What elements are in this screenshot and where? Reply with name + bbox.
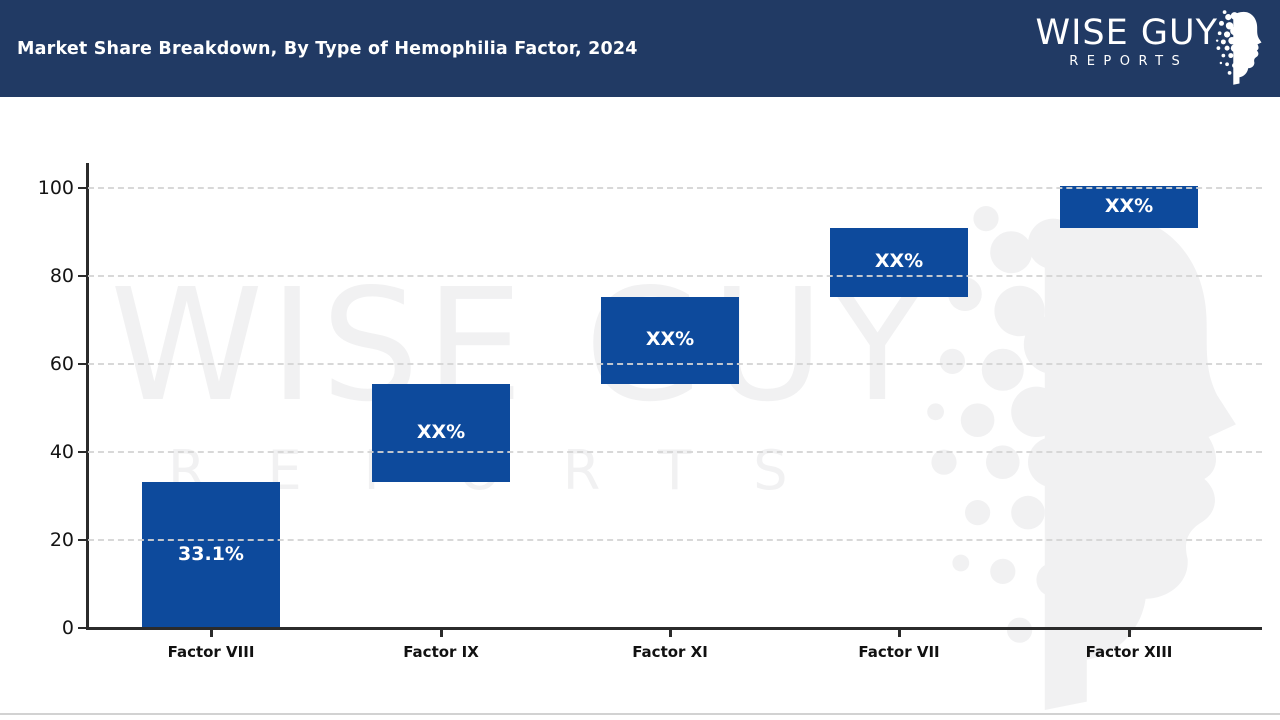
y-tick-mark bbox=[78, 362, 86, 365]
y-tick-mark bbox=[78, 186, 86, 189]
x-tick-label: Factor XI bbox=[632, 642, 708, 661]
gridline bbox=[88, 362, 1262, 365]
x-tick-mark bbox=[440, 629, 443, 637]
bar-value-label: XX% bbox=[874, 250, 924, 273]
header-bar: Market Share Breakdown, By Type of Hemop… bbox=[0, 0, 1280, 97]
gridline bbox=[88, 450, 1262, 453]
gridline bbox=[88, 538, 1262, 541]
gridline bbox=[88, 274, 1262, 277]
y-tick-mark bbox=[78, 274, 86, 277]
dotted-profile-head-icon bbox=[927, 206, 1236, 711]
y-tick-label: 100 bbox=[37, 176, 74, 199]
x-axis bbox=[86, 627, 1262, 630]
page-title: Market Share Breakdown, By Type of Hemop… bbox=[17, 38, 638, 59]
x-tick-label: Factor XIII bbox=[1085, 642, 1173, 661]
y-tick-mark bbox=[78, 538, 86, 541]
y-tick-label: 60 bbox=[49, 352, 74, 375]
bar-value-label: XX% bbox=[645, 328, 695, 351]
bar-value-label: XX% bbox=[1104, 194, 1154, 217]
plot-area: 0 20 40 60 80 100 33.1% Factor VIII XX% Factor IX… bbox=[0, 97, 1280, 720]
x-tick-label: Factor VII bbox=[858, 642, 940, 661]
brand-name: WISE GUY bbox=[1035, 13, 1218, 53]
gridline bbox=[88, 186, 1262, 189]
x-tick-mark bbox=[1128, 629, 1131, 637]
bar bbox=[1060, 185, 1198, 228]
watermark-wordmark-line1: WISE GUY bbox=[110, 255, 931, 436]
y-tick-mark bbox=[78, 450, 86, 453]
x-tick-mark bbox=[210, 629, 213, 637]
x-tick-label: Factor IX bbox=[403, 642, 479, 661]
brand-logo: WISE GUY REPORTS bbox=[1035, 13, 1218, 69]
y-tick-label: 20 bbox=[49, 528, 74, 551]
x-tick-mark bbox=[898, 629, 901, 637]
y-tick-label: 80 bbox=[49, 264, 74, 287]
bar bbox=[142, 481, 280, 628]
bar bbox=[830, 227, 968, 297]
bar-value-label: 33.1% bbox=[178, 542, 244, 565]
bar bbox=[372, 384, 510, 482]
bar bbox=[601, 296, 739, 385]
footer-divider bbox=[0, 713, 1280, 715]
dotted-profile-head-icon bbox=[1215, 10, 1262, 85]
bar-value-label: XX% bbox=[416, 421, 466, 444]
y-axis bbox=[86, 163, 89, 630]
x-tick-mark bbox=[669, 629, 672, 637]
y-tick-label: 0 bbox=[61, 616, 74, 639]
brand-subtitle: REPORTS bbox=[1069, 54, 1189, 69]
x-tick-label: Factor VIII bbox=[167, 642, 255, 661]
y-tick-mark bbox=[78, 626, 86, 629]
y-tick-label: 40 bbox=[49, 440, 74, 463]
